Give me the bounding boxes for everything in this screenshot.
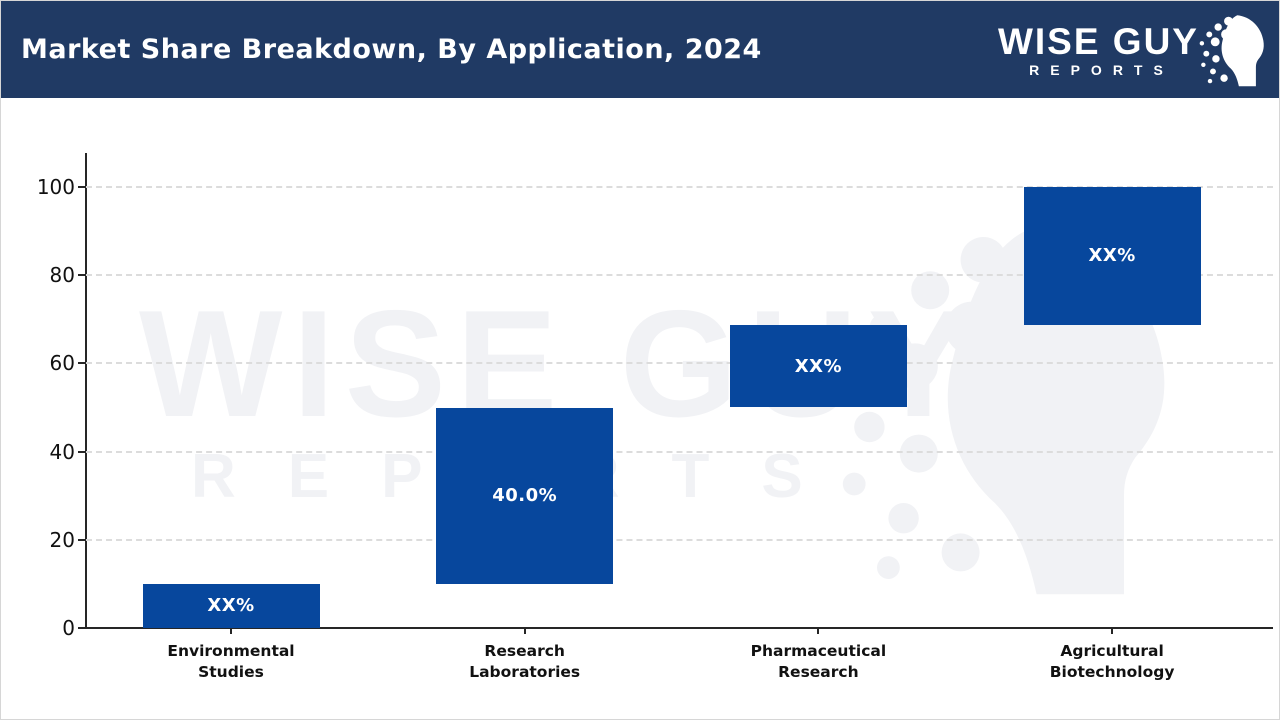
logo-wordmark-text: WISE GUY <box>997 20 1199 62</box>
x-tick-mark <box>230 629 232 634</box>
x-tick-mark <box>817 629 820 634</box>
bar-segment: 40.0% <box>436 407 614 584</box>
bar-value-label: XX% <box>794 355 843 377</box>
y-tick-label: 60 <box>49 351 75 376</box>
y-tick-mark <box>78 627 85 629</box>
y-tick-mark <box>78 362 85 365</box>
bar-segment: XX% <box>729 324 907 408</box>
bar-segment: XX% <box>142 583 320 628</box>
bar-value-label: XX% <box>207 595 255 617</box>
y-tick-mark <box>78 186 85 188</box>
logo-wordmark: WISE GUY REPORTS <box>998 23 1199 77</box>
gridline <box>86 274 1273 277</box>
bar-segment: XX% <box>1023 187 1201 325</box>
gridline <box>86 362 1273 365</box>
y-tick-label: 100 <box>36 175 75 199</box>
x-category-label: Pharmaceutical Research <box>750 642 887 681</box>
x-category-label: Research Laboratories <box>469 642 581 681</box>
gridline <box>86 450 1273 453</box>
y-tick-label: 0 <box>62 616 75 640</box>
x-tick-mark <box>523 629 526 634</box>
bar-value-label: 40.0% <box>492 485 558 507</box>
page-title: Market Share Breakdown, By Application, … <box>21 34 762 65</box>
x-category-label: Environmental Studies <box>167 642 295 681</box>
y-tick-label: 80 <box>49 263 75 288</box>
wise-guy-logo: WISE GUY REPORTS <box>998 10 1267 90</box>
gridline <box>86 186 1273 188</box>
x-category-label: Agricultural Biotechnology <box>1049 642 1175 681</box>
y-axis-line <box>85 153 87 629</box>
logo-subtitle-text: REPORTS <box>1029 61 1174 78</box>
header: Market Share Breakdown, By Application, … <box>1 1 1279 98</box>
x-axis-line <box>85 627 1273 629</box>
y-tick-label: 40 <box>49 439 75 464</box>
gridline <box>86 538 1273 541</box>
y-tick-label: 20 <box>49 527 75 552</box>
bar-value-label: XX% <box>1088 245 1136 267</box>
x-tick-mark <box>1111 629 1114 634</box>
y-tick-mark <box>78 538 85 541</box>
y-tick-mark <box>78 274 85 277</box>
y-tick-mark <box>78 450 85 453</box>
